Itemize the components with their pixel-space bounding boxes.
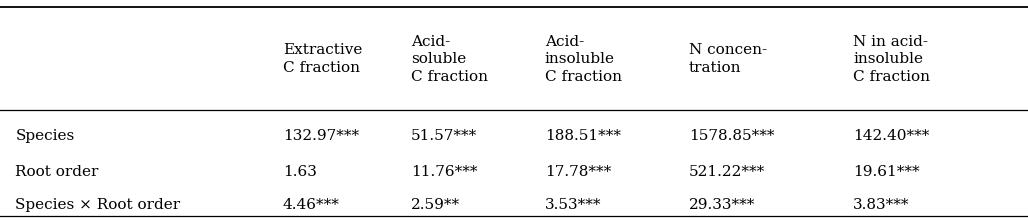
Text: Extractive
C fraction: Extractive C fraction xyxy=(283,44,362,75)
Text: Acid-
soluble
C fraction: Acid- soluble C fraction xyxy=(411,35,488,84)
Text: Root order: Root order xyxy=(15,165,99,179)
Text: 2.59**: 2.59** xyxy=(411,198,461,212)
Text: N in acid-
insoluble
C fraction: N in acid- insoluble C fraction xyxy=(853,35,930,84)
Text: 1578.85***: 1578.85*** xyxy=(689,129,774,143)
Text: Species: Species xyxy=(15,129,75,143)
Text: 4.46***: 4.46*** xyxy=(283,198,339,212)
Text: 3.83***: 3.83*** xyxy=(853,198,910,212)
Text: 521.22***: 521.22*** xyxy=(689,165,765,179)
Text: Species × Root order: Species × Root order xyxy=(15,198,181,212)
Text: 11.76***: 11.76*** xyxy=(411,165,478,179)
Text: 132.97***: 132.97*** xyxy=(283,129,359,143)
Text: N concen-
tration: N concen- tration xyxy=(689,44,767,75)
Text: 19.61***: 19.61*** xyxy=(853,165,920,179)
Text: 17.78***: 17.78*** xyxy=(545,165,611,179)
Text: 51.57***: 51.57*** xyxy=(411,129,477,143)
Text: 142.40***: 142.40*** xyxy=(853,129,929,143)
Text: 188.51***: 188.51*** xyxy=(545,129,621,143)
Text: 3.53***: 3.53*** xyxy=(545,198,601,212)
Text: 29.33***: 29.33*** xyxy=(689,198,756,212)
Text: Acid-
insoluble
C fraction: Acid- insoluble C fraction xyxy=(545,35,622,84)
Text: 1.63: 1.63 xyxy=(283,165,317,179)
